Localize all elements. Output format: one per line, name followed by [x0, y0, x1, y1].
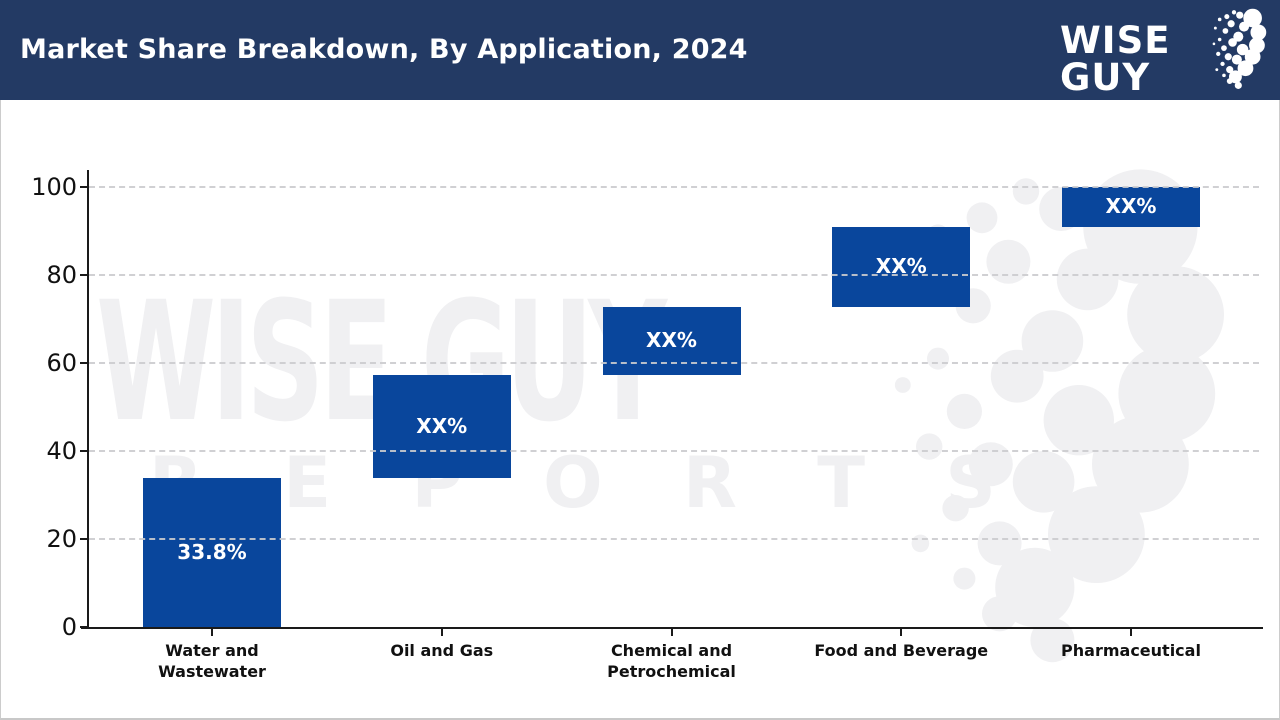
bar-segment — [143, 478, 281, 627]
page-title: Market Share Breakdown, By Application, … — [20, 34, 748, 65]
chart-area: WISE GUY R E P O R T S 33.8% Water and Wa… — [0, 100, 1280, 720]
gridline — [89, 186, 1259, 188]
x-tick — [211, 627, 213, 636]
y-axis-tick-label: 20 — [46, 525, 77, 553]
y-tick — [80, 186, 89, 188]
bar-value-label: XX% — [416, 413, 468, 438]
x-axis-category-label: Chemical and Petrochemical — [607, 641, 736, 681]
bar-value-label: XX% — [1105, 194, 1157, 219]
logo-wordmark: WISE GUY — [1060, 19, 1171, 99]
y-tick — [80, 450, 89, 452]
logo-text: WISE GUY R E P O R T S — [1060, 22, 1272, 115]
y-tick — [80, 274, 89, 276]
bar-value-label: 33.8% — [177, 539, 247, 564]
bar-segment — [372, 375, 511, 479]
y-axis-tick-label: 100 — [31, 173, 77, 201]
x-axis-category-label: Oil and Gas — [390, 641, 494, 660]
gridline — [89, 450, 1259, 452]
y-axis-tick-label: 40 — [46, 437, 77, 465]
logo-subtext: R E P O R T S — [1063, 100, 1272, 115]
y-axis-tick-label: 0 — [61, 613, 77, 641]
x-axis-line — [81, 627, 1263, 629]
gridline — [89, 538, 1259, 540]
brand-logo: WISE GUY R E P O R T S — [1022, 6, 1272, 115]
y-axis-line — [87, 170, 89, 629]
dotted-head-profile-icon — [1212, 8, 1267, 89]
x-axis-category-label: Food and Beverage — [814, 641, 989, 660]
bar-value-label: XX% — [875, 253, 927, 278]
y-axis-tick-label: 60 — [46, 349, 77, 377]
x-tick — [440, 627, 443, 636]
y-tick — [80, 538, 89, 540]
gridline — [89, 362, 1259, 364]
x-tick — [670, 627, 673, 636]
x-axis-category-label: Water and Wastewater — [158, 641, 266, 681]
y-axis-tick-label: 80 — [46, 261, 77, 289]
gridline — [89, 274, 1259, 276]
header: Market Share Breakdown, By Application, … — [0, 0, 1280, 115]
x-axis-category-label: Pharmaceutical — [1061, 641, 1201, 660]
y-tick — [80, 362, 89, 364]
bar-value-label: XX% — [646, 328, 697, 352]
